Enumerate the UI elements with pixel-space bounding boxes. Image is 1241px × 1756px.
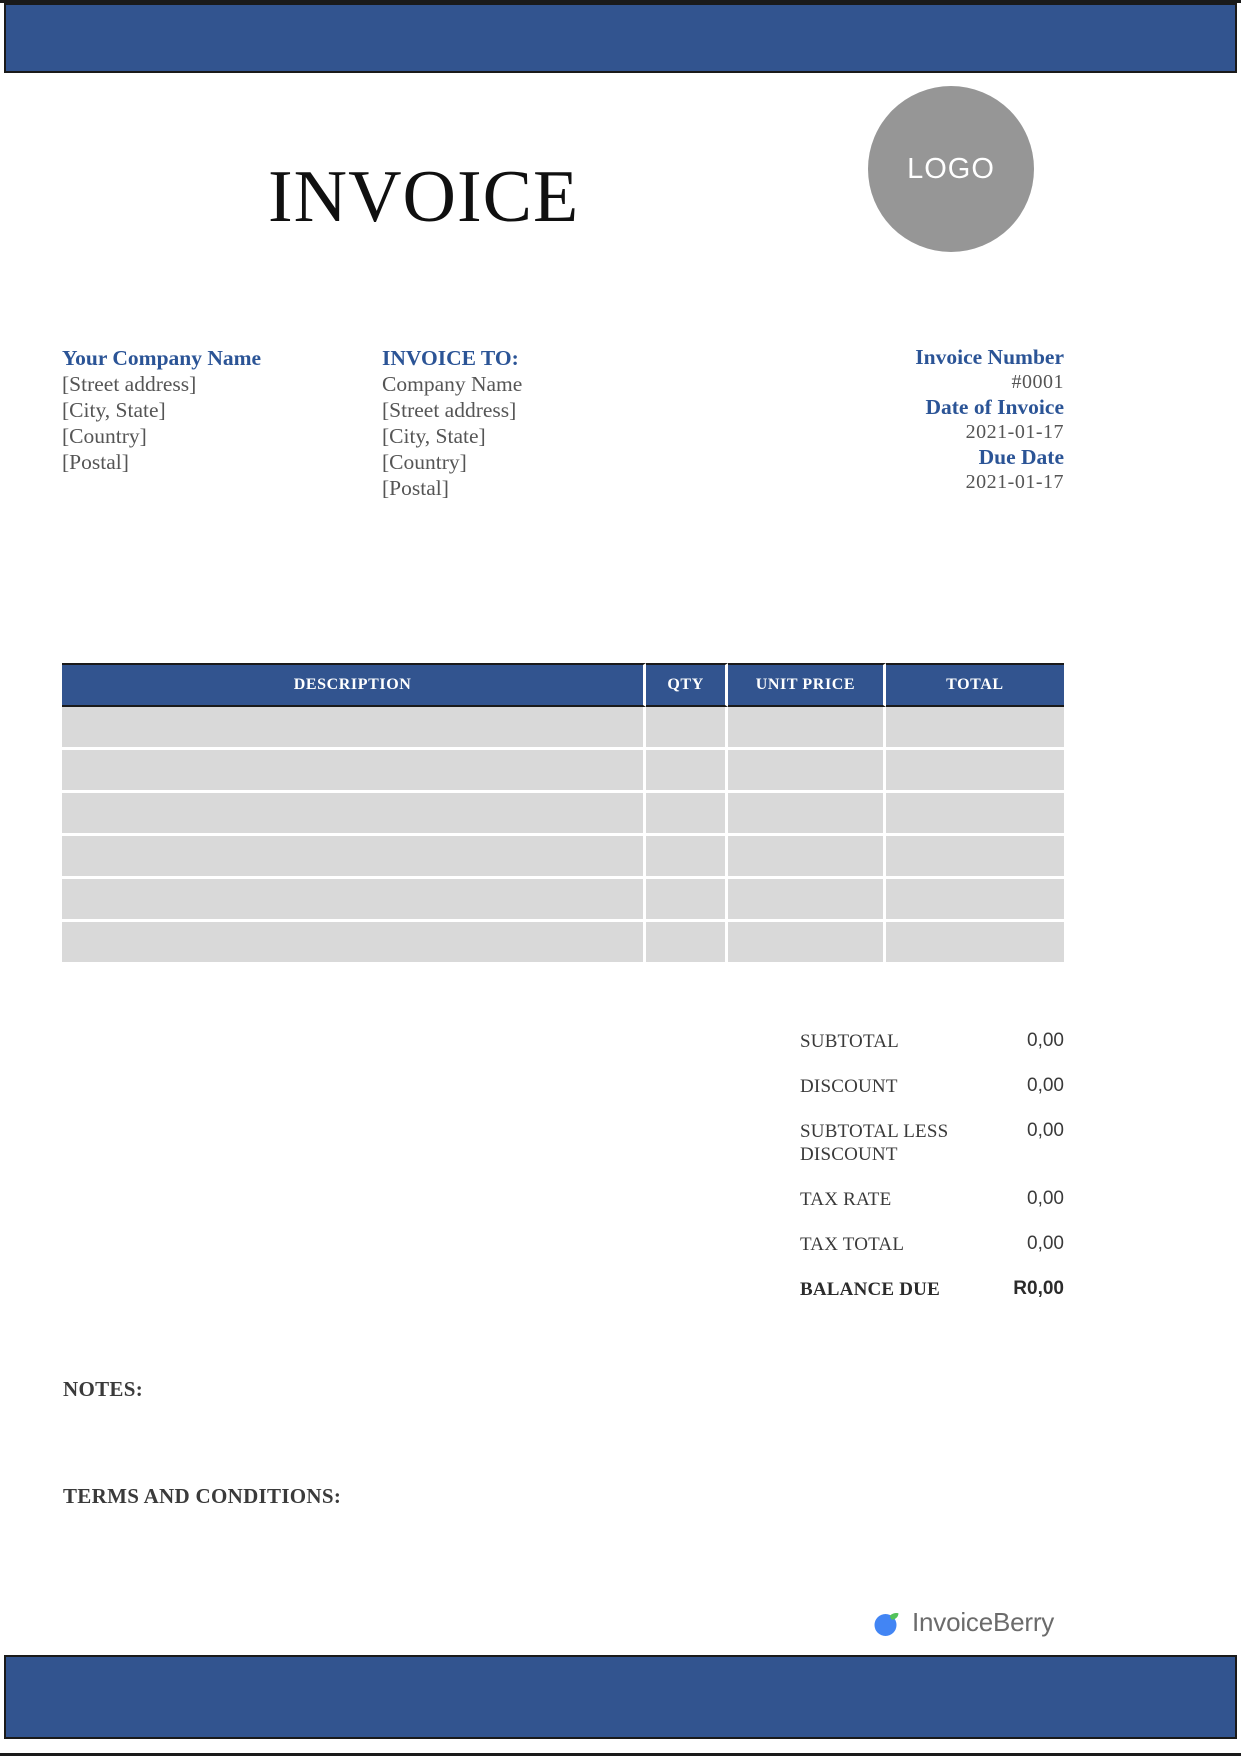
totals-row-tax-total: TAX TOTAL 0,00	[800, 1233, 1064, 1256]
page-title: INVOICE	[268, 156, 580, 238]
totals-label: TAX TOTAL	[800, 1234, 905, 1255]
cell-description[interactable]	[62, 836, 647, 879]
cell-unit-price[interactable]	[728, 836, 886, 879]
sender-company-name: Your Company Name	[62, 346, 262, 370]
cell-total[interactable]	[885, 836, 1064, 879]
recipient-address-line: [Postal]	[382, 476, 449, 500]
cell-total[interactable]	[885, 793, 1064, 836]
column-header-total: TOTAL	[885, 663, 1064, 707]
logo-placeholder[interactable]: LOGO	[868, 86, 1034, 252]
recipient-address-line: [City, State]	[382, 424, 486, 448]
column-header-description: DESCRIPTION	[62, 663, 647, 707]
invoice-date-label: Date of Invoice	[925, 395, 1064, 419]
totals-row-subtotal-less-discount: SUBTOTAL LESS DISCOUNT 0,00	[800, 1120, 1064, 1166]
cell-qty[interactable]	[646, 793, 729, 836]
brand-name: InvoiceBerry	[912, 1607, 1055, 1637]
table-row[interactable]	[62, 793, 1064, 836]
recipient-address-block: INVOICE TO: Company Name [Street address…	[382, 345, 802, 501]
recipient-address-line: Company Name	[382, 372, 523, 396]
cell-unit-price[interactable]	[728, 707, 886, 750]
cell-description[interactable]	[62, 879, 647, 922]
sender-address-block: Your Company Name [Street address] [City…	[62, 345, 382, 475]
cell-description[interactable]	[62, 707, 647, 750]
table-header-row: DESCRIPTION QTY UNIT PRICE TOTAL	[62, 663, 1064, 707]
invoice-number-label: Invoice Number	[915, 345, 1064, 369]
table-row[interactable]	[62, 707, 1064, 750]
logo-placeholder-label: LOGO	[907, 152, 995, 185]
cell-unit-price[interactable]	[728, 879, 886, 922]
sender-address-line: [Postal]	[62, 450, 129, 474]
cell-qty[interactable]	[646, 836, 729, 879]
cell-description[interactable]	[62, 793, 647, 836]
terms-and-conditions-label: TERMS AND CONDITIONS:	[63, 1484, 342, 1508]
berry-icon	[872, 1608, 902, 1638]
due-date-value: 2021-01-17	[965, 471, 1064, 493]
totals-row-discount: DISCOUNT 0,00	[800, 1075, 1064, 1098]
line-items-body	[62, 707, 1064, 962]
table-row[interactable]	[62, 879, 1064, 922]
table-row[interactable]	[62, 750, 1064, 793]
cell-total[interactable]	[885, 750, 1064, 793]
page-bottom-border	[0, 1753, 1241, 1756]
totals-summary: SUBTOTAL 0,00 DISCOUNT 0,00 SUBTOTAL LES…	[800, 1030, 1064, 1323]
cell-total[interactable]	[885, 922, 1064, 962]
totals-value: 0,00	[1027, 1233, 1064, 1254]
notes-label: NOTES:	[63, 1377, 143, 1401]
table-row[interactable]	[62, 922, 1064, 962]
footer-accent-bar	[4, 1655, 1237, 1739]
recipient-address-line: [Street address]	[382, 398, 517, 422]
totals-label: TAX RATE	[800, 1189, 892, 1210]
totals-row-balance-due: BALANCE DUE R0,00	[800, 1278, 1064, 1301]
totals-label: SUBTOTAL	[800, 1031, 899, 1052]
totals-row-subtotal: SUBTOTAL 0,00	[800, 1030, 1064, 1053]
recipient-address-line: [Country]	[382, 450, 467, 474]
cell-unit-price[interactable]	[728, 793, 886, 836]
sender-address-line: [Street address]	[62, 372, 197, 396]
header-accent-bar	[4, 3, 1237, 73]
column-header-unit-price: UNIT PRICE	[728, 663, 886, 707]
parties-and-invoice-meta: Your Company Name [Street address] [City…	[62, 345, 1064, 501]
page-top-border	[0, 0, 1241, 3]
cell-total[interactable]	[885, 879, 1064, 922]
totals-row-tax-rate: TAX RATE 0,00	[800, 1188, 1064, 1211]
invoice-date-value: 2021-01-17	[965, 421, 1064, 443]
totals-label: DISCOUNT	[800, 1076, 898, 1097]
invoice-to-heading: INVOICE TO:	[382, 346, 519, 370]
totals-label: SUBTOTAL LESS DISCOUNT	[800, 1121, 949, 1165]
sender-address-line: [Country]	[62, 424, 147, 448]
cell-qty[interactable]	[646, 922, 729, 962]
totals-value: 0,00	[1027, 1188, 1064, 1209]
balance-due-value: R0,00	[1013, 1278, 1064, 1299]
invoiceberry-branding[interactable]: InvoiceBerry	[872, 1607, 1054, 1638]
invoice-meta-block: Invoice Number #0001 Date of Invoice 202…	[802, 345, 1064, 495]
cell-unit-price[interactable]	[728, 750, 886, 793]
totals-value: 0,00	[1027, 1120, 1064, 1141]
line-items-header: DESCRIPTION QTY UNIT PRICE TOTAL	[62, 663, 1064, 707]
table-row[interactable]	[62, 836, 1064, 879]
sender-address-line: [City, State]	[62, 398, 166, 422]
invoice-number-value: #0001	[1011, 371, 1064, 393]
due-date-label: Due Date	[978, 445, 1064, 469]
cell-unit-price[interactable]	[728, 922, 886, 962]
column-header-qty: QTY	[646, 663, 729, 707]
balance-due-label: BALANCE DUE	[800, 1279, 940, 1300]
totals-value: 0,00	[1027, 1030, 1064, 1051]
cell-description[interactable]	[62, 922, 647, 962]
cell-description[interactable]	[62, 750, 647, 793]
line-items-table: DESCRIPTION QTY UNIT PRICE TOTAL	[62, 663, 1064, 962]
cell-qty[interactable]	[646, 879, 729, 922]
totals-value: 0,00	[1027, 1075, 1064, 1096]
cell-qty[interactable]	[646, 707, 729, 750]
cell-qty[interactable]	[646, 750, 729, 793]
cell-total[interactable]	[885, 707, 1064, 750]
